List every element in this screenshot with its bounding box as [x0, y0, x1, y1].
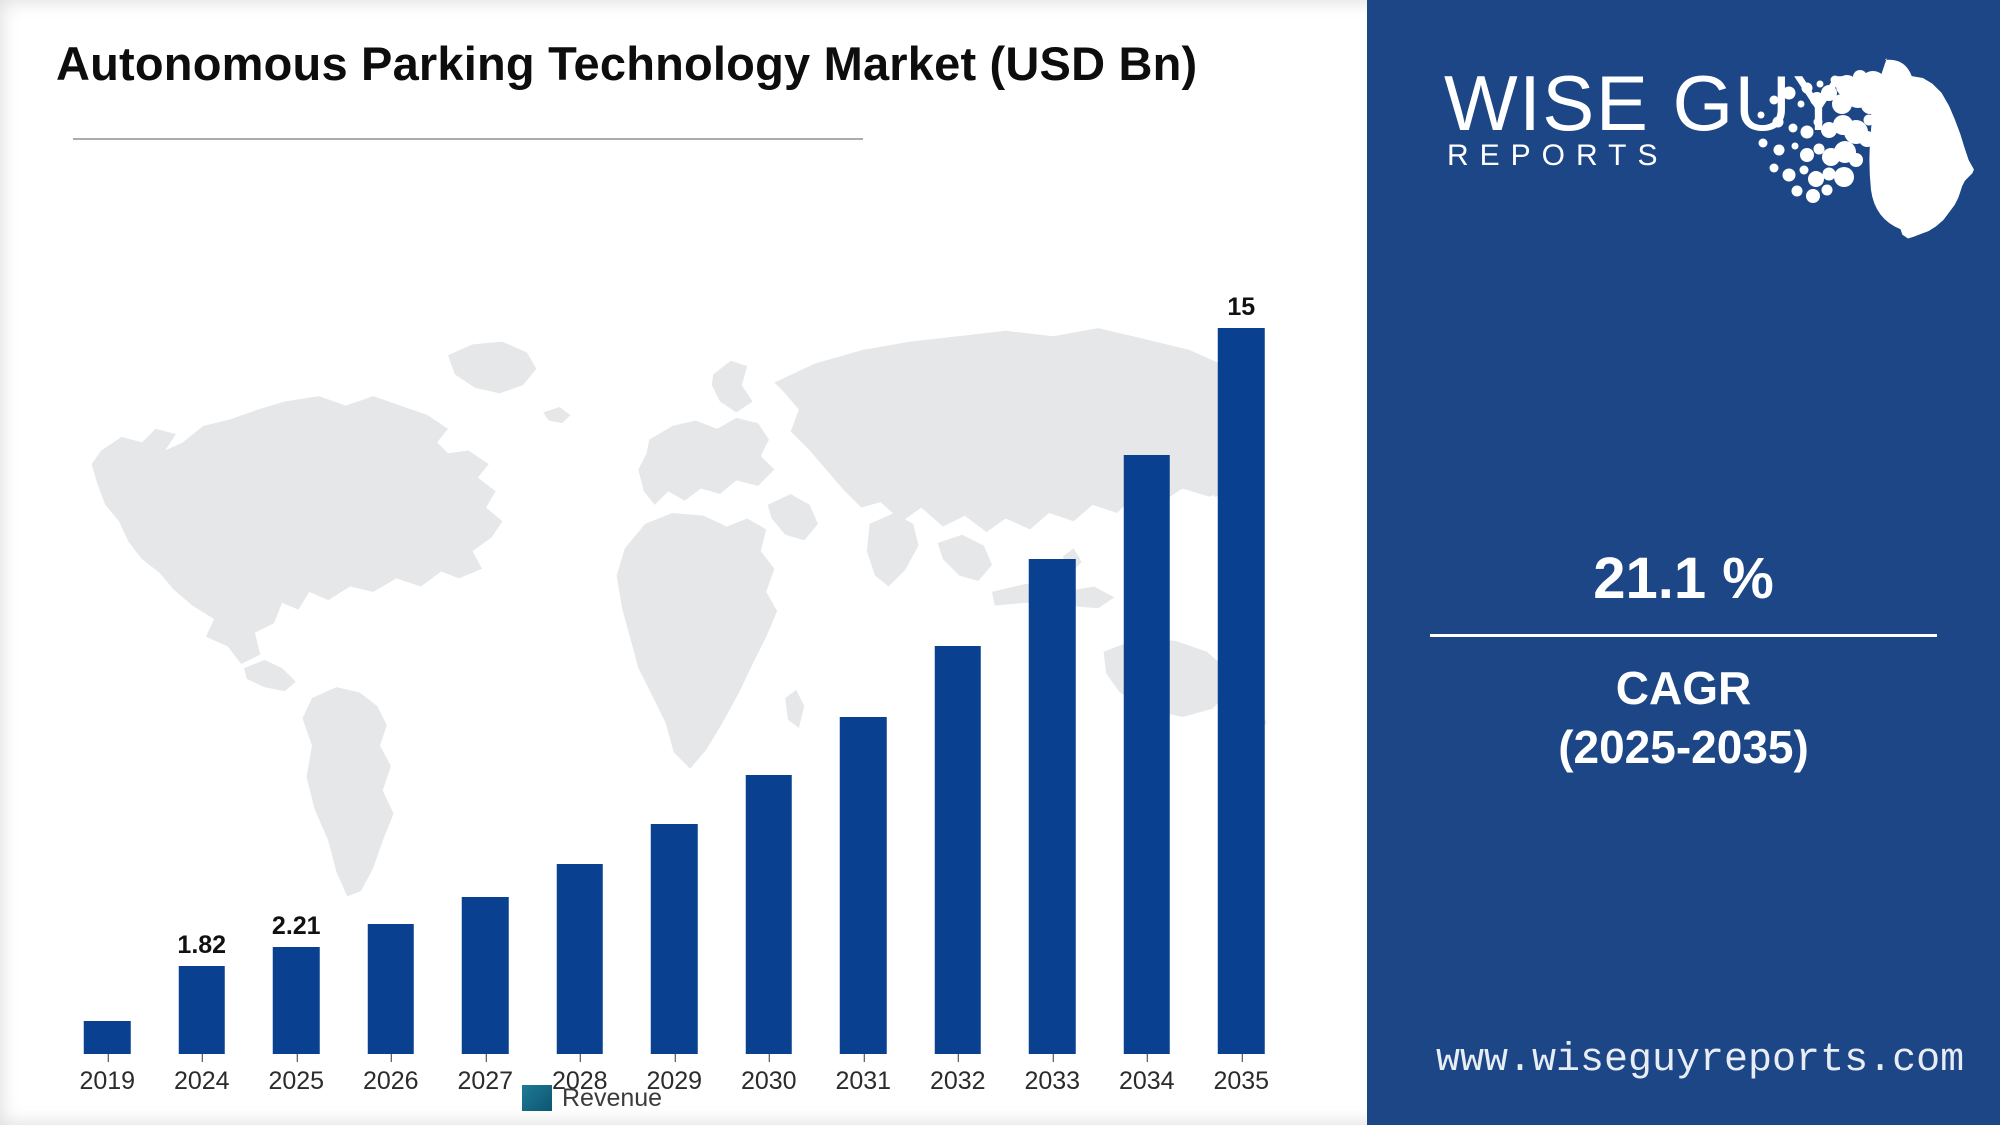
svg-text:WISE GUY: WISE GUY [1444, 59, 1846, 147]
svg-text:REPORTS: REPORTS [1447, 139, 1668, 172]
